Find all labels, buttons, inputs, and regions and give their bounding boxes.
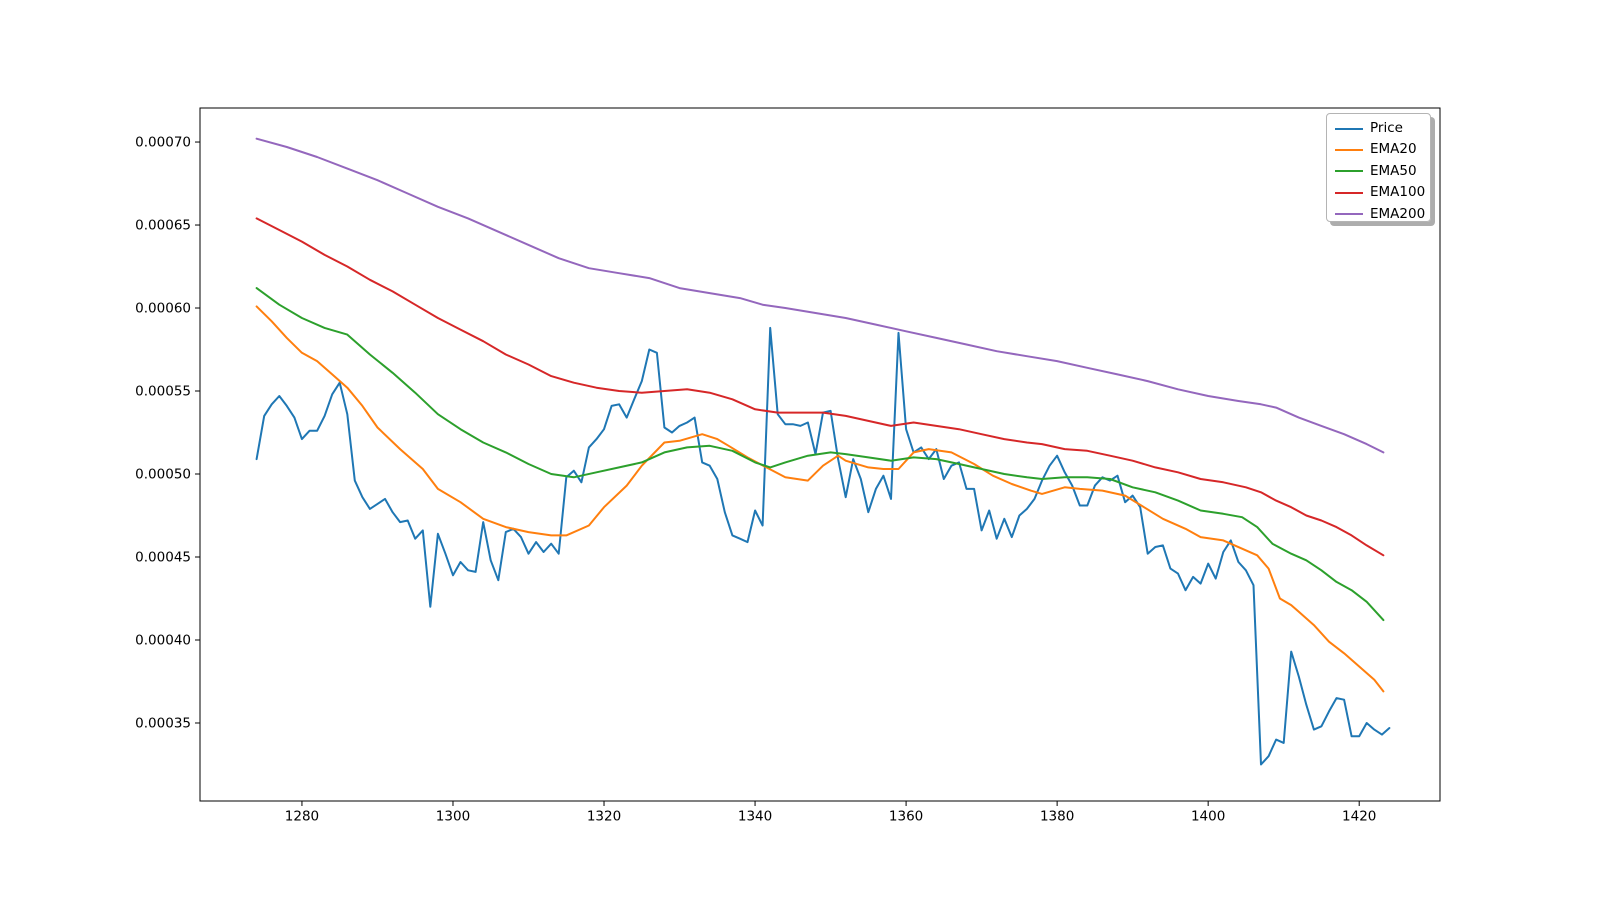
ema200-line [255,137,1385,454]
x-tick-label: 1360 [889,809,923,825]
y-tick-label: 0.00065 [135,218,191,234]
legend-line-swatch [1335,191,1363,194]
y-tick-label: 0.00035 [135,715,191,731]
y-tick-label: 0.00045 [135,549,191,565]
price-line [255,326,1391,766]
x-tick-label: 1400 [1191,809,1225,825]
ema20-line [255,305,1385,693]
y-tick-label: 0.00060 [135,301,191,317]
legend-label: EMA20 [1370,141,1417,158]
x-tick-label: 1420 [1342,809,1376,825]
legend-item-ema200: EMA200 [1327,204,1430,225]
legend-line-swatch [1335,170,1363,173]
legend-label: Price [1370,119,1403,136]
y-tick-label: 0.00040 [135,632,191,648]
x-axis-ticks: 1280 1300 1320 1340 1360 1380 1400 1420 [285,801,1376,825]
legend: Price EMA20 EMA50 EMA100 EMA200 [1326,113,1431,222]
legend-line-swatch [1335,213,1363,216]
legend-label: EMA100 [1370,184,1426,201]
axes-border [199,107,1441,802]
x-tick-label: 1320 [587,809,621,825]
y-tick-label: 0.00055 [135,384,191,400]
legend-item-ema100: EMA100 [1327,182,1430,203]
axes-spines [199,107,1441,802]
ema100-line [255,217,1385,557]
legend-item-ema50: EMA50 [1327,161,1430,182]
x-tick-label: 1340 [738,809,772,825]
legend-item-ema20: EMA20 [1327,139,1430,160]
series-lines [255,137,1391,766]
legend-item-price: Price [1327,118,1430,139]
x-tick-label: 1300 [436,809,470,825]
legend-label: EMA200 [1370,205,1426,222]
y-tick-label: 0.00050 [135,467,191,483]
y-axis-ticks: 0.00035 0.00040 0.00045 0.00050 0.00055 0.000… [135,135,200,731]
y-tick-label: 0.00070 [135,135,191,151]
ema50-line [255,287,1385,622]
legend-label: EMA50 [1370,162,1417,179]
legend-line-swatch [1335,127,1363,130]
x-tick-label: 1280 [285,809,319,825]
x-tick-label: 1380 [1040,809,1074,825]
legend-line-swatch [1335,149,1363,152]
